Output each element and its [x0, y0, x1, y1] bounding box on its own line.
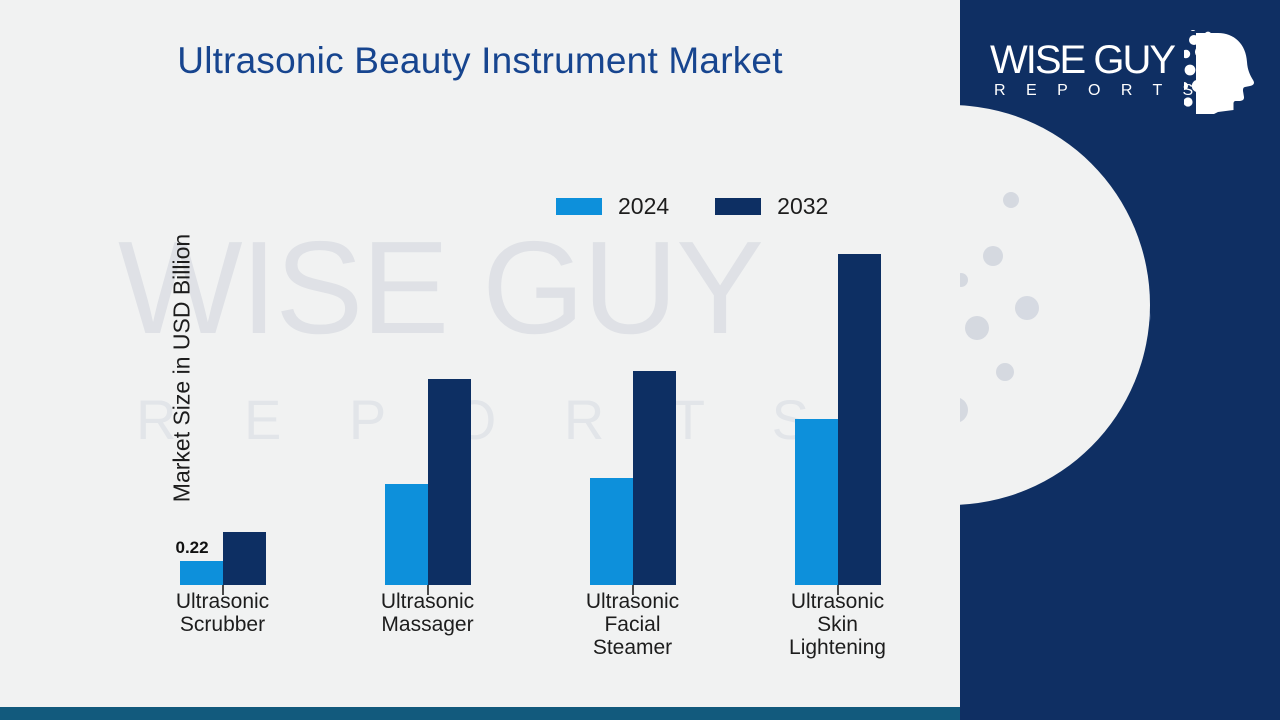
category-line: Skin: [817, 613, 858, 636]
chart-title: Ultrasonic Beauty Instrument Market: [177, 40, 783, 81]
logo-subtitle: R E P O R T S: [994, 82, 1202, 99]
category-line: Ultrasonic: [585, 590, 680, 613]
legend-label-2032: 2032: [777, 193, 829, 219]
category-line: Ultrasonic: [790, 590, 885, 613]
legend-swatch-2032: [715, 198, 762, 215]
logo-head-profile-icon: [1184, 30, 1254, 114]
bar-group-ultrasonic-facial-steamer: [530, 150, 735, 595]
x-axis-tick: [221, 585, 224, 595]
chart-legend: 2024 2032: [556, 193, 828, 220]
legend-item-2032[interactable]: 2032: [715, 193, 828, 220]
category-label-ultrasonic-facial-steamer: Ultrasonic Facial Steamer: [530, 590, 735, 659]
x-axis-category-labels: Ultrasonic Scrubber Ultrasonic Massager …: [120, 590, 940, 659]
category-line: Ultrasonic: [175, 590, 270, 613]
x-axis-tick: [836, 585, 839, 595]
legend-label-2024: 2024: [618, 193, 670, 219]
bar-2032-ultrasonic-massager[interactable]: [427, 379, 471, 585]
brand-panel: WISE GUY R E P O R T S: [960, 0, 1280, 720]
bar-2032-ultrasonic-skin-lightening[interactable]: [837, 254, 881, 585]
bar-value-label: 0.22: [175, 538, 209, 557]
category-label-ultrasonic-massager: Ultrasonic Massager: [325, 590, 530, 659]
category-label-ultrasonic-scrubber: Ultrasonic Scrubber: [120, 590, 325, 659]
bar-2024-ultrasonic-skin-lightening[interactable]: [794, 419, 838, 585]
bar-2032-ultrasonic-facial-steamer[interactable]: [632, 371, 676, 585]
logo-wordmark: WISE GUY: [990, 38, 1176, 82]
bar-group-ultrasonic-scrubber: 0.22: [120, 150, 325, 595]
legend-swatch-2024: [556, 198, 602, 215]
bottom-accent-strip: [0, 707, 960, 720]
category-label-ultrasonic-skin-lightening: Ultrasonic Skin Lightening: [735, 590, 940, 659]
bar-group-ultrasonic-massager: [325, 150, 530, 595]
bar-2024-ultrasonic-massager[interactable]: [384, 484, 428, 585]
bar-2024-ultrasonic-scrubber[interactable]: 0.22: [176, 538, 223, 585]
neural-dots-pattern: [960, 192, 1039, 422]
category-line: Facial: [604, 613, 661, 636]
bar-2024-ultrasonic-facial-steamer[interactable]: [589, 478, 633, 585]
wiseguy-logo: WISE GUY R E P O R T S: [984, 30, 1256, 115]
bar-group-ultrasonic-skin-lightening: [735, 150, 940, 595]
plot-area: Market Size in USD Billion 0.22: [120, 150, 940, 595]
bar-2032-ultrasonic-scrubber[interactable]: [222, 532, 266, 585]
category-line: Scrubber: [179, 613, 266, 636]
category-line: Massager: [381, 613, 474, 636]
bar-groups: 0.22: [120, 150, 940, 595]
x-axis-tick: [426, 585, 429, 595]
x-axis-tick: [631, 585, 634, 595]
category-line: Steamer: [592, 636, 673, 659]
category-line: Ultrasonic: [380, 590, 475, 613]
legend-item-2024[interactable]: 2024: [556, 193, 669, 220]
category-line: Lightening: [789, 636, 886, 659]
